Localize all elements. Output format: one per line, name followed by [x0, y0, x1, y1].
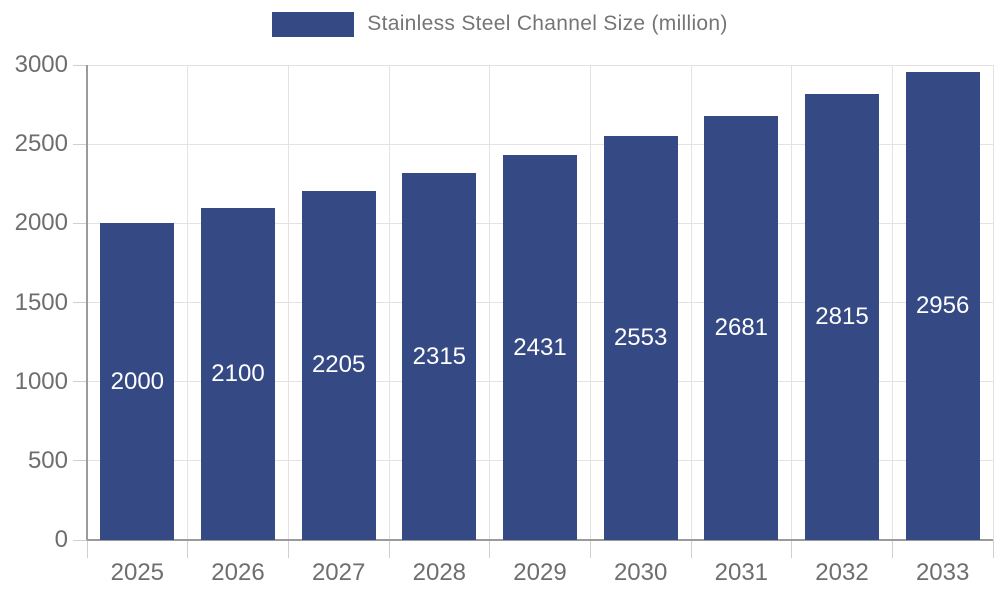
bar-2025: 2000 [100, 223, 175, 540]
x-tick [86, 540, 88, 558]
bar-2026: 2100 [201, 207, 275, 540]
y-tick [73, 302, 87, 303]
x-tick-label: 2031 [714, 559, 769, 586]
bar-value-label: 2956 [915, 291, 970, 319]
bar-2031: 2681 [704, 115, 779, 540]
legend-label: Stainless Steel Channel Size (million) [367, 12, 728, 35]
x-tick [187, 540, 189, 558]
bar-value-label: 2000 [110, 367, 165, 395]
y-tick [73, 222, 87, 224]
x-tick [891, 540, 893, 558]
x-tick [791, 540, 793, 558]
x-tick [589, 540, 591, 558]
bar-value-label: 2553 [613, 323, 668, 351]
x-gridline [388, 65, 390, 540]
y-tick [73, 539, 87, 541]
x-tick-label: 2029 [513, 559, 567, 586]
bar-value-label: 2681 [714, 313, 769, 341]
bar-2029: 2431 [503, 155, 577, 540]
x-gridline [891, 65, 893, 540]
x-tick-label: 2026 [211, 559, 265, 586]
x-gridline [992, 65, 994, 540]
x-tick-label: 2033 [915, 559, 970, 586]
y-tick-label: 500 [27, 446, 68, 474]
x-tick [690, 540, 692, 558]
y-tick-label: 2000 [14, 209, 68, 237]
y-tick-label: 3000 [14, 51, 68, 78]
bar-2028: 2315 [402, 173, 477, 540]
x-tick [388, 540, 390, 558]
y-tick [73, 64, 87, 66]
bar-value-label: 2315 [412, 342, 467, 370]
y-tick [73, 381, 87, 383]
legend: Stainless Steel Channel Size (million) [0, 0, 1000, 48]
x-tick [287, 540, 289, 558]
x-tick [489, 540, 491, 558]
x-gridline [690, 65, 692, 540]
y-tick [73, 143, 87, 145]
y-gridline [87, 64, 993, 66]
legend-swatch [272, 11, 355, 37]
y-tick-label: 1000 [14, 367, 68, 395]
x-gridline [791, 65, 793, 540]
y-tick-label: 1500 [14, 288, 68, 316]
x-axis-line [87, 539, 993, 541]
bar-2033: 2956 [905, 71, 980, 540]
y-tick-label: 2500 [14, 130, 68, 158]
y-axis-line [86, 65, 88, 540]
x-gridline [187, 65, 189, 540]
x-gridline [489, 65, 491, 540]
bar-2030: 2553 [603, 135, 678, 540]
x-tick-label: 2025 [110, 559, 165, 586]
bar-2032: 2815 [805, 94, 879, 540]
x-tick-label: 2030 [613, 559, 668, 586]
x-tick [992, 540, 994, 558]
y-tick [73, 460, 87, 462]
y-tick-label: 0 [54, 526, 68, 553]
y-gridline [87, 143, 993, 145]
bar-value-label: 2815 [815, 303, 869, 331]
x-tick-label: 2027 [311, 559, 366, 586]
x-gridline [287, 65, 289, 540]
x-tick-label: 2032 [815, 559, 869, 586]
bar-value-label: 2100 [211, 359, 265, 387]
bar-value-label: 2431 [513, 333, 567, 361]
bar-value-label: 2205 [311, 351, 366, 379]
x-tick-label: 2028 [412, 559, 467, 586]
bar-2027: 2205 [301, 190, 376, 540]
x-gridline [589, 65, 591, 540]
